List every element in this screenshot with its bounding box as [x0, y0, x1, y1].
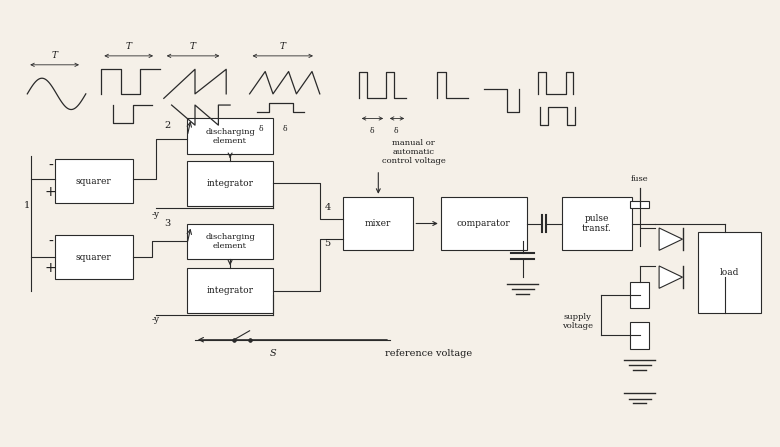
Text: -: -: [48, 234, 53, 249]
FancyBboxPatch shape: [55, 235, 133, 279]
FancyBboxPatch shape: [187, 118, 273, 154]
Text: comparator: comparator: [457, 219, 510, 228]
Text: discharging
element: discharging element: [205, 128, 255, 145]
Bar: [630, 282, 649, 308]
Text: 2: 2: [165, 121, 171, 130]
FancyBboxPatch shape: [187, 268, 273, 313]
Text: reference voltage: reference voltage: [385, 349, 473, 358]
Text: 5: 5: [324, 239, 331, 248]
Text: S: S: [270, 349, 276, 358]
Text: load: load: [720, 268, 739, 277]
FancyBboxPatch shape: [187, 224, 273, 259]
Text: mixer: mixer: [365, 219, 392, 228]
Bar: [630, 322, 649, 349]
FancyBboxPatch shape: [441, 197, 526, 250]
FancyBboxPatch shape: [562, 197, 632, 250]
Text: integrator: integrator: [207, 286, 254, 295]
Text: squarer: squarer: [76, 177, 112, 186]
Text: T: T: [126, 42, 132, 51]
Polygon shape: [659, 266, 682, 288]
FancyBboxPatch shape: [55, 159, 133, 203]
Text: -y: -y: [152, 210, 160, 219]
FancyBboxPatch shape: [187, 161, 273, 206]
Text: δ: δ: [394, 127, 399, 135]
Text: +: +: [45, 261, 56, 275]
Text: T: T: [190, 42, 196, 51]
Text: T: T: [51, 51, 58, 60]
FancyBboxPatch shape: [343, 197, 413, 250]
Text: discharging
element: discharging element: [205, 233, 255, 250]
Text: 3: 3: [165, 219, 171, 228]
Text: 1: 1: [23, 201, 30, 210]
Text: -: -: [48, 158, 53, 173]
Text: δ: δ: [259, 125, 264, 133]
Text: supply
voltage: supply voltage: [562, 313, 593, 330]
Text: δ: δ: [370, 127, 374, 135]
Text: 4: 4: [324, 203, 331, 212]
Text: integrator: integrator: [207, 179, 254, 188]
Bar: [630, 201, 649, 208]
Text: +: +: [45, 185, 56, 199]
Text: pulse
transf.: pulse transf.: [582, 214, 612, 233]
Text: fuse: fuse: [631, 175, 648, 183]
Text: T: T: [279, 42, 285, 51]
Text: -y: -y: [152, 315, 160, 324]
Text: manual or
automatic
control voltage: manual or automatic control voltage: [381, 139, 445, 165]
Text: δ: δ: [282, 125, 287, 133]
FancyBboxPatch shape: [698, 232, 760, 313]
Text: squarer: squarer: [76, 253, 112, 261]
Polygon shape: [659, 228, 682, 250]
